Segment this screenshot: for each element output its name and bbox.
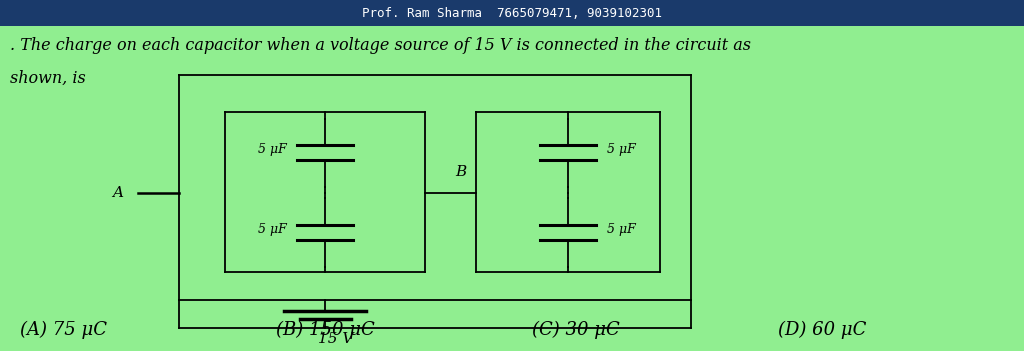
Text: shown, is: shown, is <box>10 70 86 87</box>
Text: (A) 75 μC: (A) 75 μC <box>20 321 108 339</box>
Text: 5 μF: 5 μF <box>258 223 287 236</box>
Text: A: A <box>112 186 123 200</box>
Text: (C) 30 μC: (C) 30 μC <box>532 321 621 339</box>
Text: 5 μF: 5 μF <box>606 143 636 156</box>
Bar <box>0 0 1024 26</box>
Text: . The charge on each capacitor when a voltage source of 15 V is connected in the: . The charge on each capacitor when a vo… <box>10 37 752 54</box>
Text: (D) 60 μC: (D) 60 μC <box>778 321 866 339</box>
Text: (B) 150 μC: (B) 150 μC <box>276 321 375 339</box>
Text: 5 μF: 5 μF <box>606 223 636 236</box>
Text: B: B <box>456 165 466 179</box>
Text: 5 μF: 5 μF <box>258 143 287 156</box>
Text: Prof. Ram Sharma  7665079471, 9039102301: Prof. Ram Sharma 7665079471, 9039102301 <box>362 7 662 20</box>
Text: 15 V: 15 V <box>317 332 353 346</box>
